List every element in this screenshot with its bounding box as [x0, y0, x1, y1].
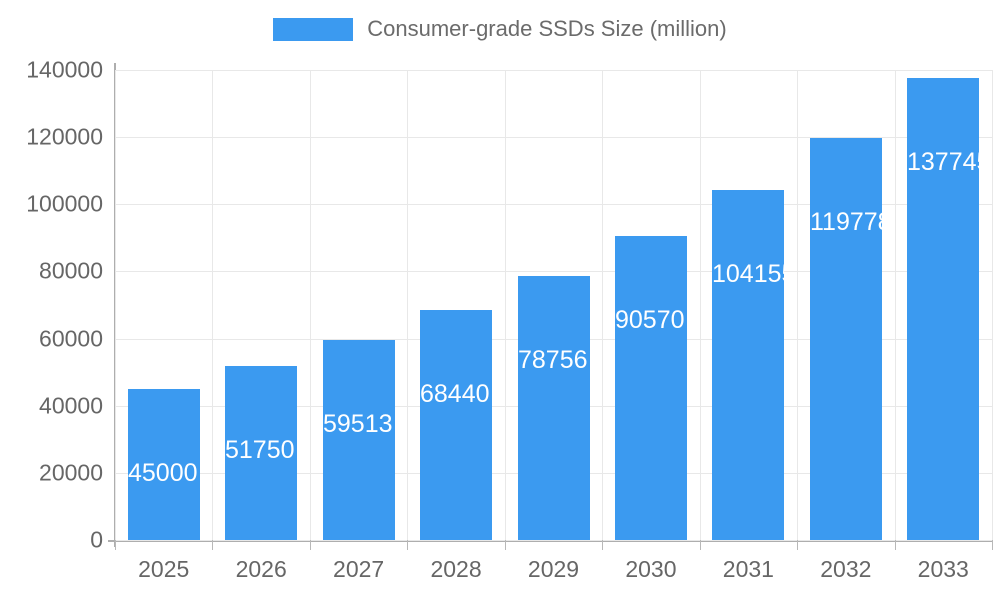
- bar[interactable]: 78756: [518, 275, 590, 540]
- x-axis-tick-label: 2033: [917, 556, 969, 582]
- bar-value-label: 45000: [128, 458, 198, 487]
- legend-color-swatch-icon: [273, 17, 354, 41]
- bar-value-label: 104155: [712, 260, 784, 289]
- gridline-horizontal: [115, 204, 992, 206]
- x-axis-tick-label: 2032: [820, 556, 872, 582]
- bar[interactable]: 90570: [615, 235, 687, 540]
- x-axis-tick-mark: [115, 540, 116, 550]
- x-axis-tick-mark: [212, 540, 213, 550]
- bar-value-label: 78756: [518, 345, 588, 374]
- legend-label: Consumer-grade SSDs Size (million): [367, 16, 727, 41]
- bar-value-label: 137745: [907, 147, 979, 176]
- gridline-vertical: [895, 70, 896, 540]
- y-axis-tick-label: 140000: [26, 56, 103, 83]
- bar[interactable]: 68440: [420, 310, 492, 540]
- bar[interactable]: 104155: [712, 190, 784, 540]
- x-axis-tick-label: 2031: [722, 556, 774, 582]
- y-axis-tick-label: 100000: [26, 190, 103, 217]
- bar-value-label: 68440: [420, 380, 490, 409]
- x-axis-tick-mark: [407, 540, 408, 550]
- bar-value-label: 59513: [323, 410, 393, 439]
- gridline-vertical: [797, 70, 798, 540]
- x-axis-tick-mark: [797, 540, 798, 550]
- y-axis-tick-label: 20000: [39, 459, 103, 486]
- x-axis-tick-label: 2026: [235, 556, 287, 582]
- plot-area: 45000 51750 59513 68440 78756 90570 104155 1197…: [115, 70, 993, 541]
- gridline-horizontal: [115, 540, 992, 541]
- x-axis-tick-mark: [602, 540, 603, 550]
- y-axis-tick-label: 80000: [39, 257, 103, 284]
- bar[interactable]: 137745: [907, 77, 979, 540]
- x-axis-tick-label: 2027: [333, 556, 385, 582]
- gridline-horizontal: [115, 70, 992, 71]
- bar-value-label: 119778: [810, 207, 882, 236]
- x-axis-tick-label: 2030: [625, 556, 677, 582]
- x-axis-line: [108, 540, 993, 542]
- x-axis-tick-mark: [310, 540, 311, 550]
- y-axis-tick-label: 0: [90, 526, 103, 553]
- gridline-vertical: [602, 70, 603, 540]
- gridline-horizontal: [115, 271, 992, 273]
- bar[interactable]: 51750: [225, 366, 297, 540]
- bar[interactable]: 59513: [323, 340, 395, 540]
- gridline-vertical: [310, 70, 311, 540]
- y-axis-tick-label: 40000: [39, 392, 103, 419]
- bar-value-label: 90570: [615, 305, 685, 334]
- gridline-vertical: [115, 70, 116, 540]
- gridline-vertical: [407, 70, 408, 540]
- y-axis-tick-label: 60000: [39, 325, 103, 352]
- gridline-vertical: [992, 70, 993, 540]
- gridline-vertical: [700, 70, 701, 540]
- y-axis-tick-label: 120000: [26, 123, 103, 150]
- x-axis-tick-mark: [505, 540, 506, 550]
- x-axis-tick-label: 2028: [430, 556, 482, 582]
- x-axis-tick-mark: [895, 540, 896, 550]
- x-axis-tick-label: 2029: [527, 556, 580, 582]
- gridline-vertical: [505, 70, 506, 540]
- bar[interactable]: 45000: [128, 388, 200, 540]
- chart-legend: Consumer-grade SSDs Size (million): [0, 14, 1000, 44]
- gridline-horizontal: [115, 137, 992, 139]
- x-axis-tick-mark: [700, 540, 701, 550]
- gridline-vertical: [212, 70, 213, 540]
- legend-entry-consumer-grade-ssds[interactable]: Consumer-grade SSDs Size (million): [273, 16, 727, 42]
- x-axis-tick-mark: [992, 540, 993, 550]
- bar[interactable]: 119778: [810, 137, 882, 540]
- x-axis-tick-label: 2025: [138, 556, 190, 582]
- bar-value-label: 51750: [225, 436, 295, 465]
